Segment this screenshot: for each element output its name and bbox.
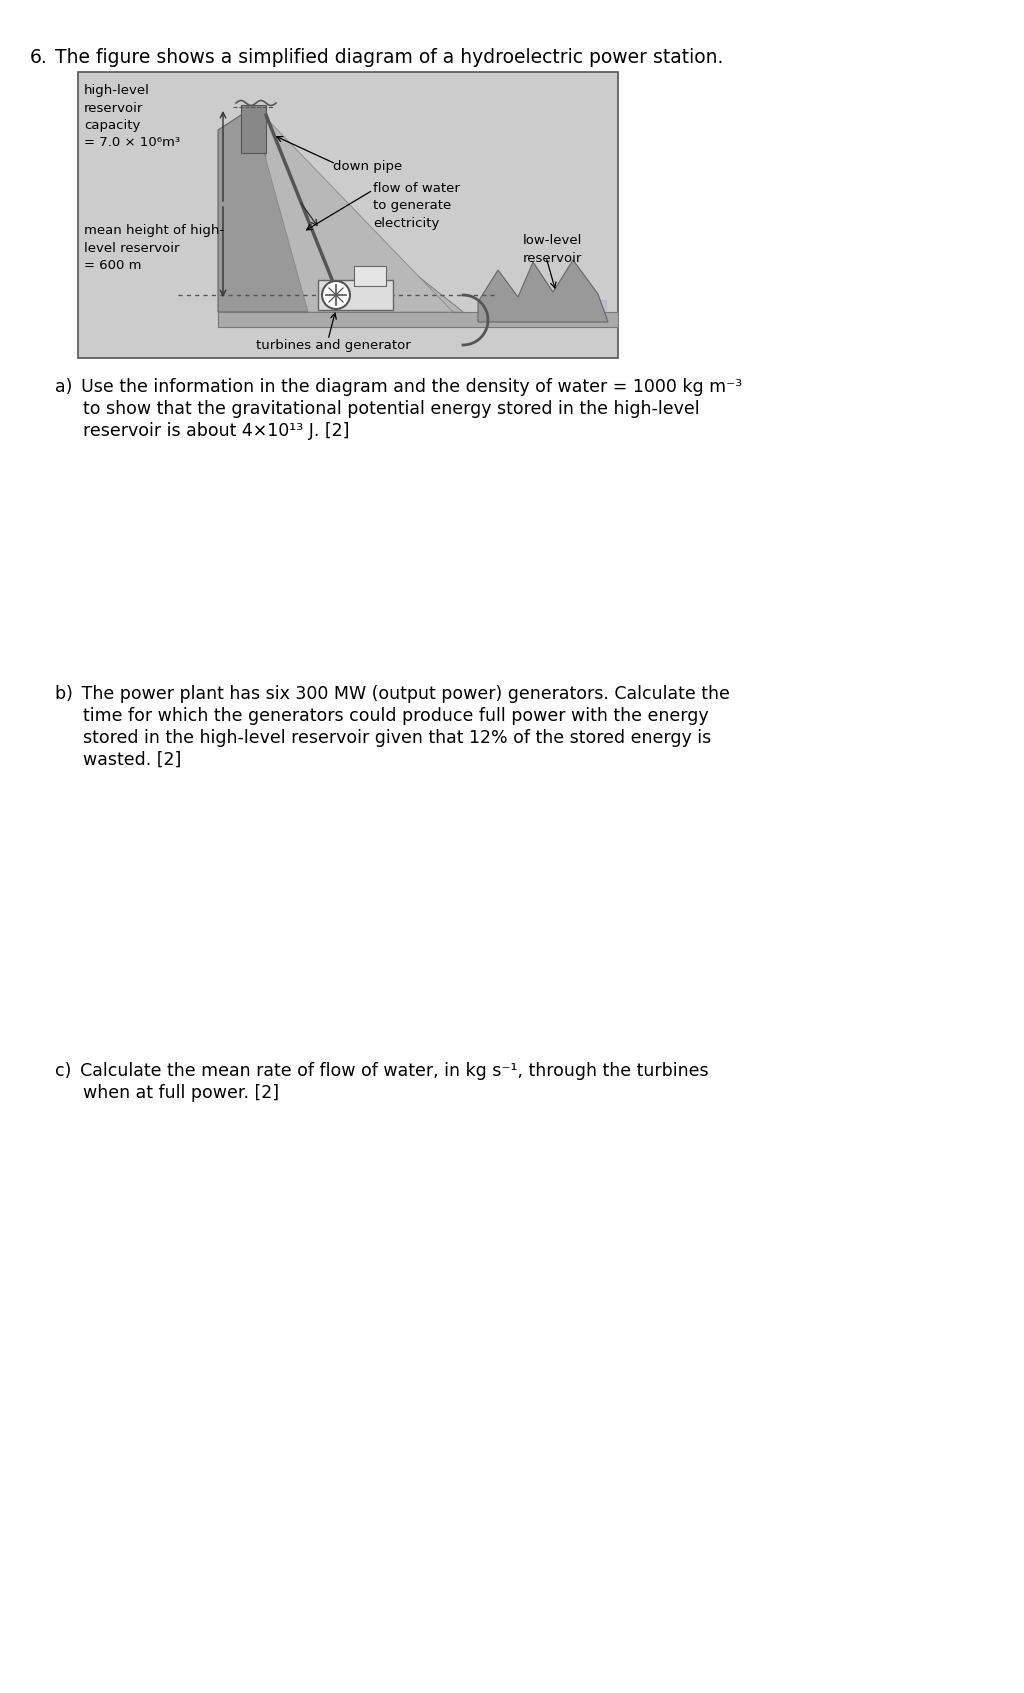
- Text: stored in the high-level reservoir given that 12% of the stored energy is: stored in the high-level reservoir given…: [83, 730, 712, 747]
- Text: low-level
reservoir: low-level reservoir: [523, 234, 583, 264]
- Bar: [241, 105, 266, 152]
- Text: mean height of high-
level reservoir
= 600 m: mean height of high- level reservoir = 6…: [84, 223, 224, 273]
- Text: flow of water
to generate
electricity: flow of water to generate electricity: [373, 183, 460, 230]
- Polygon shape: [478, 261, 608, 322]
- Text: 6.: 6.: [30, 47, 48, 68]
- Polygon shape: [266, 119, 453, 312]
- Text: The figure shows a simplified diagram of a hydroelectric power station.: The figure shows a simplified diagram of…: [55, 47, 723, 68]
- Text: when at full power. [2]: when at full power. [2]: [83, 1084, 280, 1102]
- Text: to show that the gravitational potential energy stored in the high-level: to show that the gravitational potential…: [83, 400, 699, 418]
- Bar: [78, 73, 618, 357]
- Text: a) Use the information in the diagram and the density of water = 1000 kg m⁻³: a) Use the information in the diagram an…: [55, 378, 742, 396]
- Polygon shape: [265, 115, 463, 312]
- Text: time for which the generators could produce full power with the energy: time for which the generators could prod…: [83, 708, 709, 725]
- Circle shape: [322, 281, 350, 310]
- Polygon shape: [218, 115, 463, 312]
- Bar: [218, 312, 618, 327]
- Text: wasted. [2]: wasted. [2]: [83, 752, 181, 769]
- Text: b) The power plant has six 300 MW (output power) generators. Calculate the: b) The power plant has six 300 MW (outpu…: [55, 686, 730, 703]
- Text: turbines and generator: turbines and generator: [256, 339, 411, 352]
- Text: down pipe: down pipe: [333, 161, 402, 173]
- Text: high-level
reservoir
capacity
= 7.0 × 10⁶m³: high-level reservoir capacity = 7.0 × 10…: [84, 85, 180, 149]
- Bar: [318, 279, 393, 310]
- Text: c) Calculate the mean rate of flow of water, in kg s⁻¹, through the turbines: c) Calculate the mean rate of flow of wa…: [55, 1062, 709, 1080]
- Text: reservoir is about 4×10¹³ J. [2]: reservoir is about 4×10¹³ J. [2]: [83, 422, 349, 440]
- Bar: [354, 266, 386, 286]
